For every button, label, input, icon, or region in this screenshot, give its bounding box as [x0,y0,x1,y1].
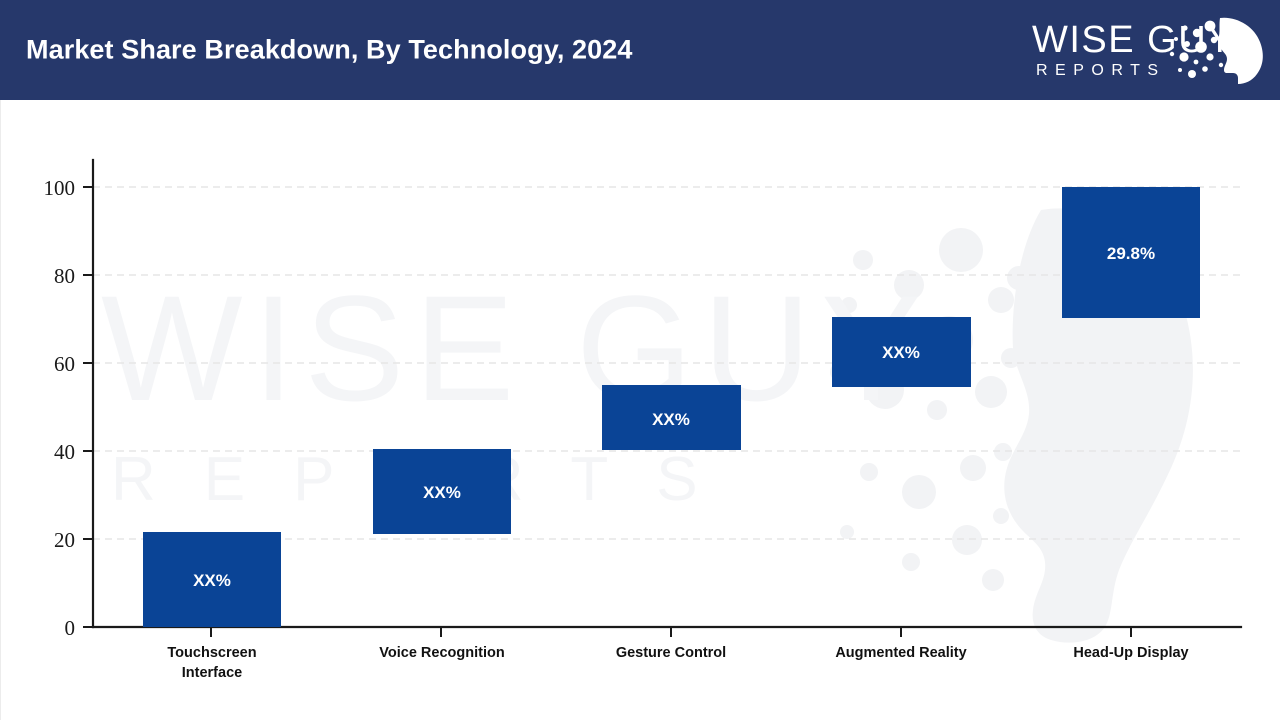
x-label-augmented-reality: Augmented Reality [835,645,966,661]
logo-wordmark-primary: WISE GUY [1032,19,1234,61]
logo-head-icon [1169,17,1263,84]
waterfall-plot: 100 80 60 40 20 0 [1,100,1280,720]
bar-head-up-display[interactable] [1062,187,1200,318]
bar-augmented-reality[interactable] [832,317,971,387]
y-tick-label-40: 40 [54,440,75,464]
bar-label-touchscreen-interface: XX% [193,571,231,590]
page-title: Market Share Breakdown, By Technology, 2… [26,34,633,65]
y-tick-label-80: 80 [54,264,75,288]
x-label-head-up-display: Head-Up Display [1073,645,1188,661]
x-label-touchscreen-interface-line2: Interface [182,665,242,681]
bar-label-voice-recognition: XX% [423,483,461,502]
wiseguy-reports-logo: WISE GUY REPORTS [1024,8,1272,92]
x-label-touchscreen-interface-line1: Touchscreen [167,645,256,661]
bar-label-head-up-display: 29.8% [1107,244,1155,263]
bar-label-gesture-control: XX% [652,410,690,429]
y-axis-tick-labels: 100 80 60 40 20 0 [44,176,76,640]
y-tick-label-100: 100 [44,176,76,200]
axes [91,158,1243,629]
y-tick-marks [83,186,93,628]
bar-series [143,187,1200,627]
chart-canvas: WISE GUY REPORTS [0,100,1280,720]
bar-touchscreen-interface[interactable] [143,532,281,627]
bar-value-labels: XX% XX% XX% XX% 29.8% [193,244,1155,590]
bar-voice-recognition[interactable] [373,449,511,534]
y-tick-label-60: 60 [54,352,75,376]
x-label-voice-recognition: Voice Recognition [379,645,504,661]
bar-label-augmented-reality: XX% [882,343,920,362]
page-header: Market Share Breakdown, By Technology, 2… [0,0,1280,100]
logo-wordmark-secondary: REPORTS [1036,62,1166,79]
x-label-gesture-control: Gesture Control [616,645,726,661]
x-axis-category-labels: Touchscreen Interface Voice Recognition … [167,645,1188,681]
y-tick-label-20: 20 [54,528,75,552]
bar-gesture-control[interactable] [602,385,741,450]
y-tick-label-0: 0 [65,616,76,640]
x-tick-marks [210,627,1132,637]
